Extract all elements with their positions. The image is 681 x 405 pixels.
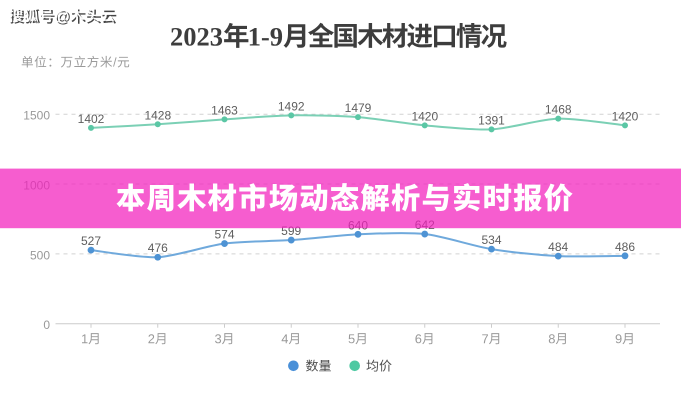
svg-text:1402: 1402 bbox=[78, 112, 105, 126]
svg-text:476: 476 bbox=[148, 241, 168, 255]
svg-text:1479: 1479 bbox=[345, 101, 372, 115]
svg-text:484: 484 bbox=[548, 240, 568, 254]
svg-text:1468: 1468 bbox=[545, 103, 572, 117]
svg-text:1492: 1492 bbox=[278, 99, 305, 113]
svg-text:1463: 1463 bbox=[211, 103, 238, 117]
svg-text:1500: 1500 bbox=[23, 109, 50, 123]
svg-text:1391: 1391 bbox=[478, 113, 505, 127]
svg-text:486: 486 bbox=[615, 240, 635, 254]
svg-text:534: 534 bbox=[481, 233, 501, 247]
svg-text:1420: 1420 bbox=[411, 109, 438, 123]
svg-text:574: 574 bbox=[214, 228, 234, 242]
svg-text:1428: 1428 bbox=[144, 108, 171, 122]
svg-text:527: 527 bbox=[81, 234, 101, 248]
svg-text:500: 500 bbox=[30, 248, 50, 262]
svg-text:1420: 1420 bbox=[612, 109, 639, 123]
svg-text:0: 0 bbox=[43, 318, 50, 332]
